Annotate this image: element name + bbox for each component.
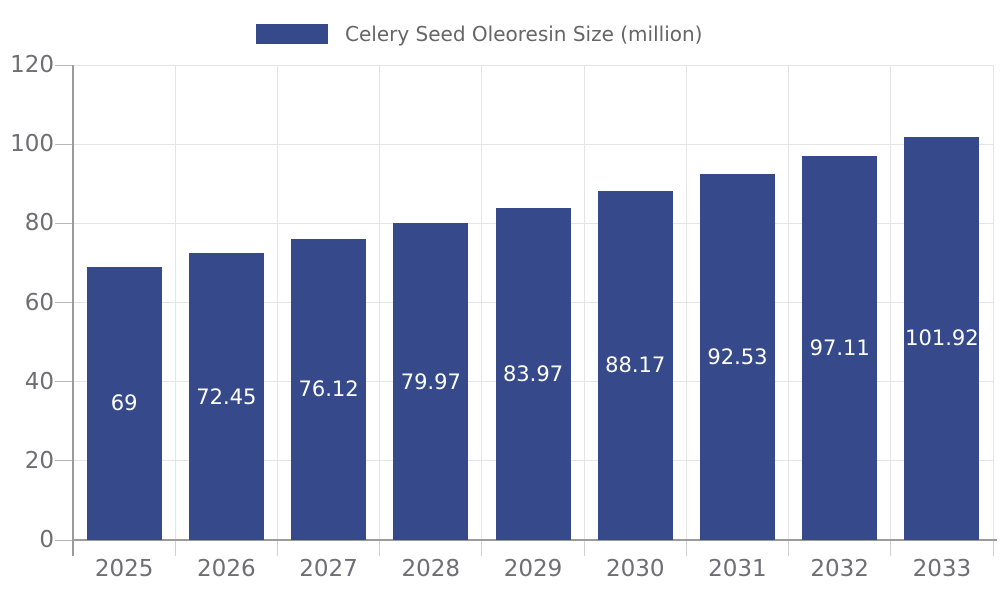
x-tick [788, 540, 790, 556]
x-tick [174, 540, 176, 556]
bar[interactable] [802, 155, 878, 540]
y-tick-label: 80 [24, 210, 54, 237]
y-tick-label: 20 [24, 447, 54, 474]
x-tick-label: 2031 [708, 556, 767, 582]
y-tick [55, 222, 73, 224]
x-tick-label: 2033 [912, 556, 972, 582]
v-gridline [685, 65, 687, 540]
bar[interactable] [904, 136, 980, 540]
bar[interactable] [188, 253, 264, 540]
bar[interactable] [597, 190, 673, 540]
legend-label: Celery Seed Oleoresin Size (million) [345, 22, 703, 46]
x-tick-label: 2029 [503, 556, 563, 582]
v-gridline [583, 65, 585, 540]
x-tick [685, 540, 687, 556]
y-tick-label: 100 [10, 131, 54, 158]
y-tick-label: 40 [24, 368, 54, 395]
v-gridline [992, 65, 994, 540]
x-tick-label: 2025 [94, 556, 154, 582]
bar[interactable] [393, 223, 469, 540]
x-tick [481, 540, 483, 556]
x-tick [890, 540, 892, 556]
bar[interactable] [495, 207, 571, 540]
x-tick-label: 2028 [401, 556, 461, 582]
x-tick [276, 540, 278, 556]
x-tick-label: 2030 [605, 556, 665, 582]
x-tick-label: 2027 [299, 556, 358, 582]
bar[interactable] [291, 238, 367, 540]
y-tick-label: 60 [24, 289, 54, 316]
v-gridline [379, 65, 381, 540]
x-tick [379, 540, 381, 556]
legend-swatch [256, 24, 328, 44]
legend-item[interactable]: Celery Seed Oleoresin Size (million) [256, 23, 702, 45]
y-tick [55, 381, 73, 383]
x-axis-line [72, 539, 997, 541]
y-tick [55, 143, 73, 145]
h-gridline [73, 64, 993, 66]
v-gridline [788, 65, 790, 540]
x-tick [992, 540, 994, 556]
bar[interactable] [86, 266, 162, 540]
v-gridline [174, 65, 176, 540]
bar[interactable] [699, 173, 775, 540]
v-gridline [890, 65, 892, 540]
x-tick [583, 540, 585, 556]
v-gridline [276, 65, 278, 540]
y-tick [55, 539, 73, 541]
y-tick [55, 64, 73, 66]
y-axis-line [72, 65, 74, 556]
y-tick-label: 120 [10, 52, 54, 78]
h-gridline [73, 143, 993, 145]
x-tick-label: 2032 [810, 556, 869, 582]
x-tick-label: 2026 [197, 556, 256, 582]
y-tick-label: 0 [39, 527, 54, 553]
v-gridline [481, 65, 483, 540]
y-tick [55, 302, 73, 303]
y-tick [55, 460, 73, 462]
